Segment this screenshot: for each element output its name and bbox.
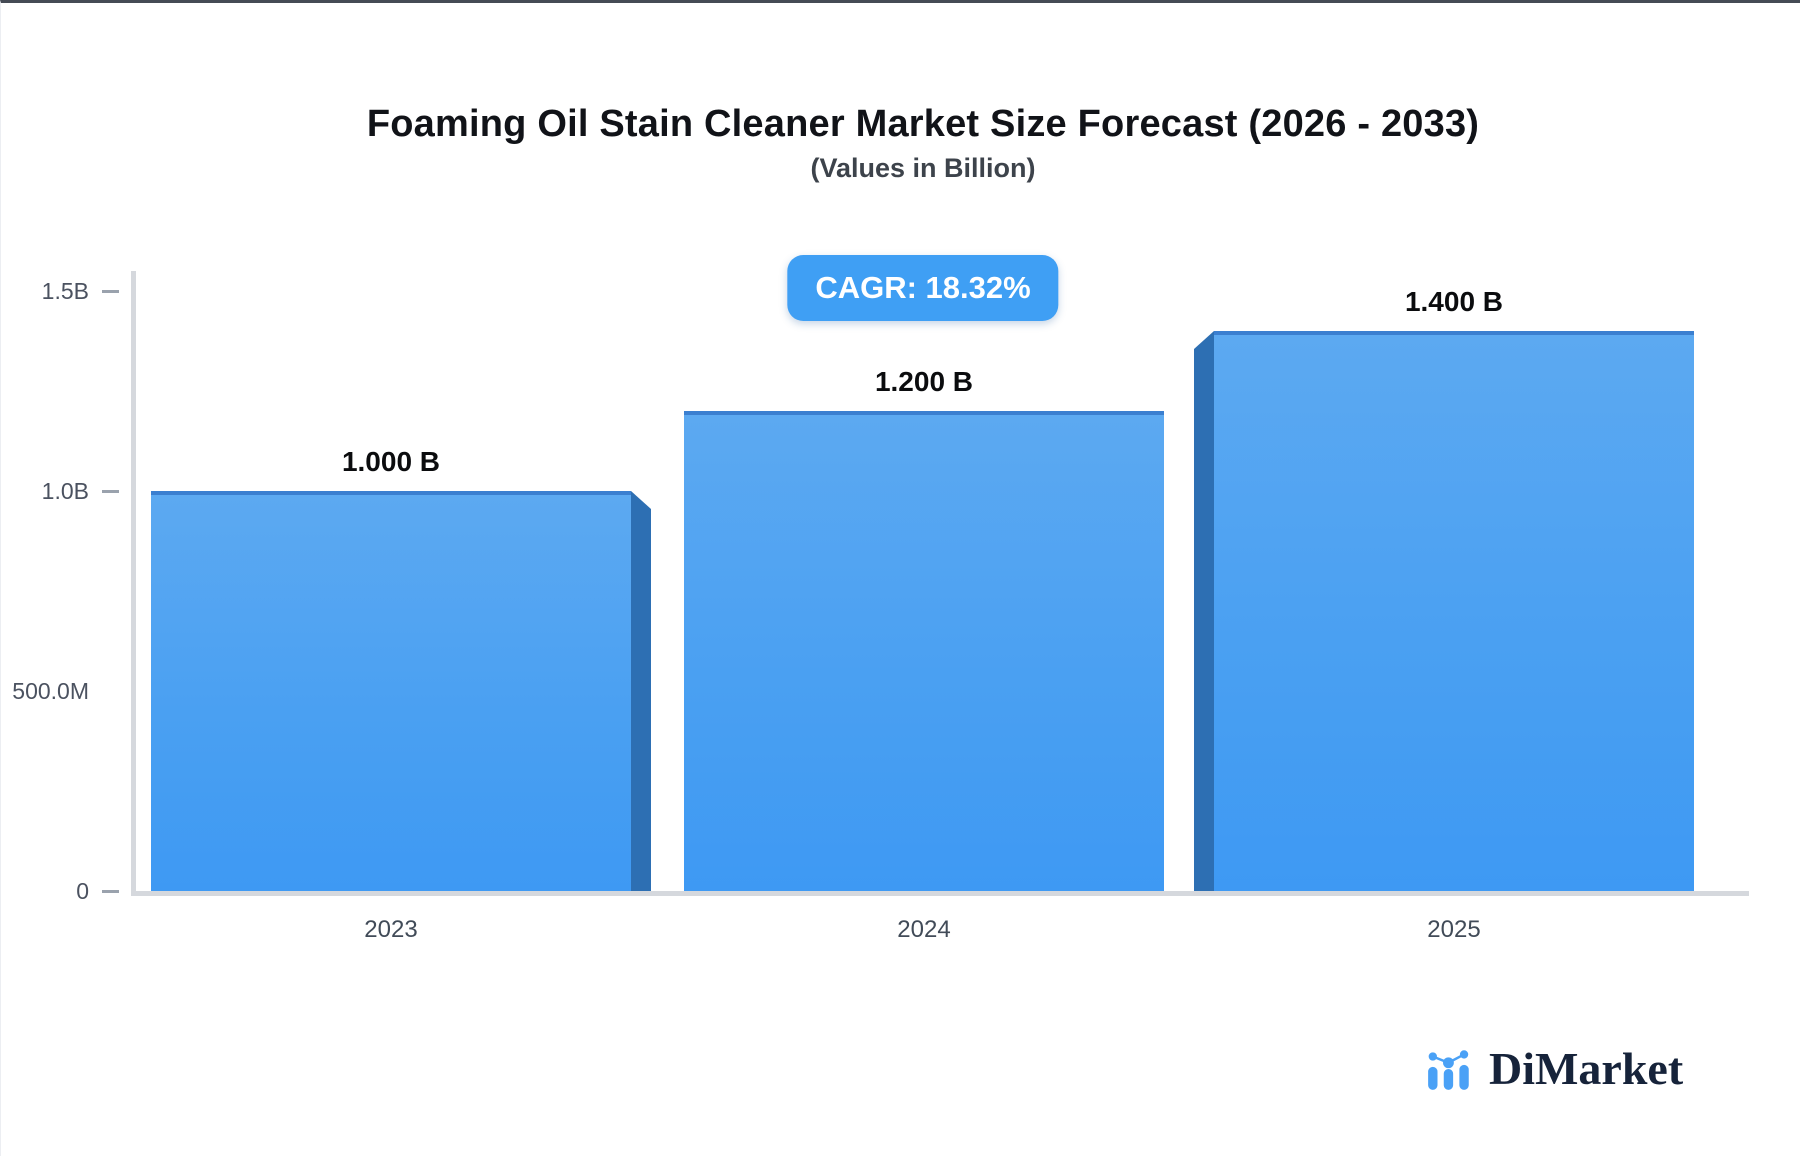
brand-name: DiMarket xyxy=(1489,1043,1684,1094)
y-axis-tick-label: 0 xyxy=(76,878,89,904)
y-axis-tick-dash xyxy=(102,290,119,293)
y-axis-tick-dash xyxy=(102,490,119,493)
x-axis-category-label: 2024 xyxy=(897,916,951,943)
y-axis-tick-label: 1.0B xyxy=(41,478,89,504)
y-axis-tick-dash xyxy=(102,890,119,893)
bar-3d-side xyxy=(631,491,651,891)
page-title: Foaming Oil Stain Cleaner Market Size Fo… xyxy=(366,103,1480,145)
brand-logo[interactable]: DiMarket xyxy=(1425,1045,1683,1093)
cagr-badge: CAGR: 18.32% xyxy=(787,255,1059,321)
bar-2025[interactable] xyxy=(1214,331,1694,891)
page-subtitle: (Values in Billion) xyxy=(810,153,1036,183)
x-axis-category-label: 2023 xyxy=(364,916,418,943)
bar-value-label: 1.200 B xyxy=(874,366,974,397)
x-axis-category-label: 2025 xyxy=(1427,916,1481,943)
bar-value-label: 1.400 B xyxy=(1404,286,1504,317)
bar-value-label: 1.000 B xyxy=(341,446,441,477)
bar-3d-side xyxy=(1194,331,1214,891)
bar-line-chart-icon xyxy=(1428,1050,1469,1090)
y-axis-tick-label: 1.5B xyxy=(41,278,89,304)
y-axis-line xyxy=(131,271,136,896)
y-axis-tick-label: 500.0M xyxy=(12,678,89,704)
x-axis-line xyxy=(131,891,1749,896)
bar-2024[interactable] xyxy=(684,411,1164,891)
bar-2023[interactable] xyxy=(151,491,631,891)
